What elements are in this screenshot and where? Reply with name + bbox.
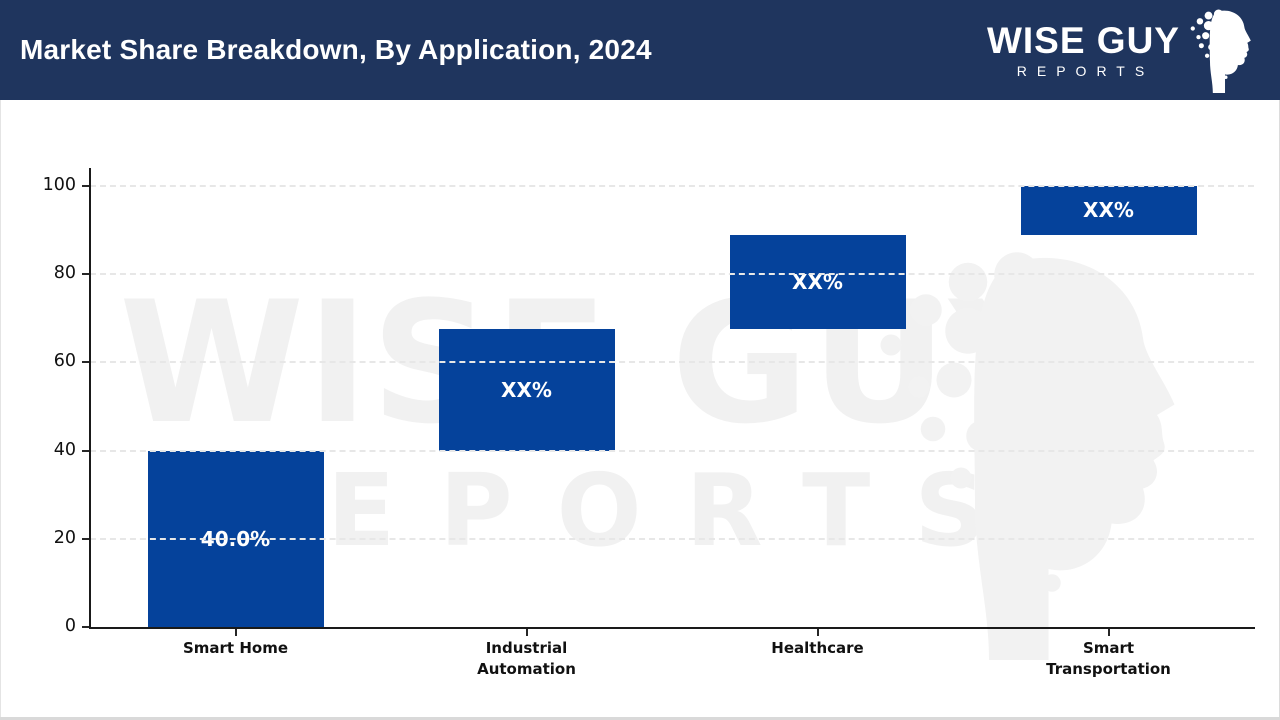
gridline-60 [90,361,1254,364]
y-axis-tick-label: 60 [53,351,76,372]
y-axis-tick-label: 40 [53,439,76,460]
bar-smart-transportation: XX% [1020,186,1197,235]
logo-face-icon [1190,9,1251,93]
x-axis-line [89,627,1255,629]
x-axis-tick [1107,629,1110,636]
y-axis-tick [82,273,89,276]
logo-wordmark: WISE GUY REPORTS [986,20,1180,80]
x-axis-tick [816,629,819,636]
logo-wordmark-line2: REPORTS [1016,63,1155,79]
y-axis-tick-label: 0 [64,616,76,636]
y-axis-tick [82,185,89,187]
bar-value-label: XX% [1083,198,1134,223]
chart-area: WISE GUY REPORTS 0 20 40 60 80 100 40.0% Smart … [0,100,1280,717]
y-axis-tick [82,449,89,452]
bar-industrial-automation: XX% [438,329,615,451]
gridline-80 [90,273,1254,276]
y-axis-tick [82,537,89,540]
bottom-strip [0,717,1280,720]
gridline-40 [90,449,1254,452]
x-axis-category-label: Smart Transportation [1046,639,1171,678]
x-axis-category-label: Healthcare [771,639,864,657]
gridline-100 [90,185,1254,187]
x-axis-category-label: Smart Home [182,639,288,657]
header: Market Share Breakdown, By Application, … [0,0,1280,100]
watermark-text-line2: REPORTS [206,452,1031,569]
y-axis-tick-label: 20 [53,527,76,548]
y-axis-tick [82,626,89,628]
x-axis-tick [525,629,528,636]
y-axis-tick [82,361,89,364]
gridline-20 [90,537,1254,540]
wise-guy-logo: WISE GUY REPORTS [986,8,1266,93]
x-axis-tick [234,629,237,636]
y-axis-line [89,168,91,629]
x-axis-category-label: Industrial Automation [477,639,576,678]
bar-value-label: XX% [501,377,552,402]
chart-title: Market Share Breakdown, By Application, … [20,34,652,65]
bar-healthcare: XX% [729,234,906,330]
y-axis-tick-label: 80 [53,263,76,284]
y-axis-tick-label: 100 [42,175,76,195]
logo-wordmark-line1: WISE GUY [986,20,1180,61]
